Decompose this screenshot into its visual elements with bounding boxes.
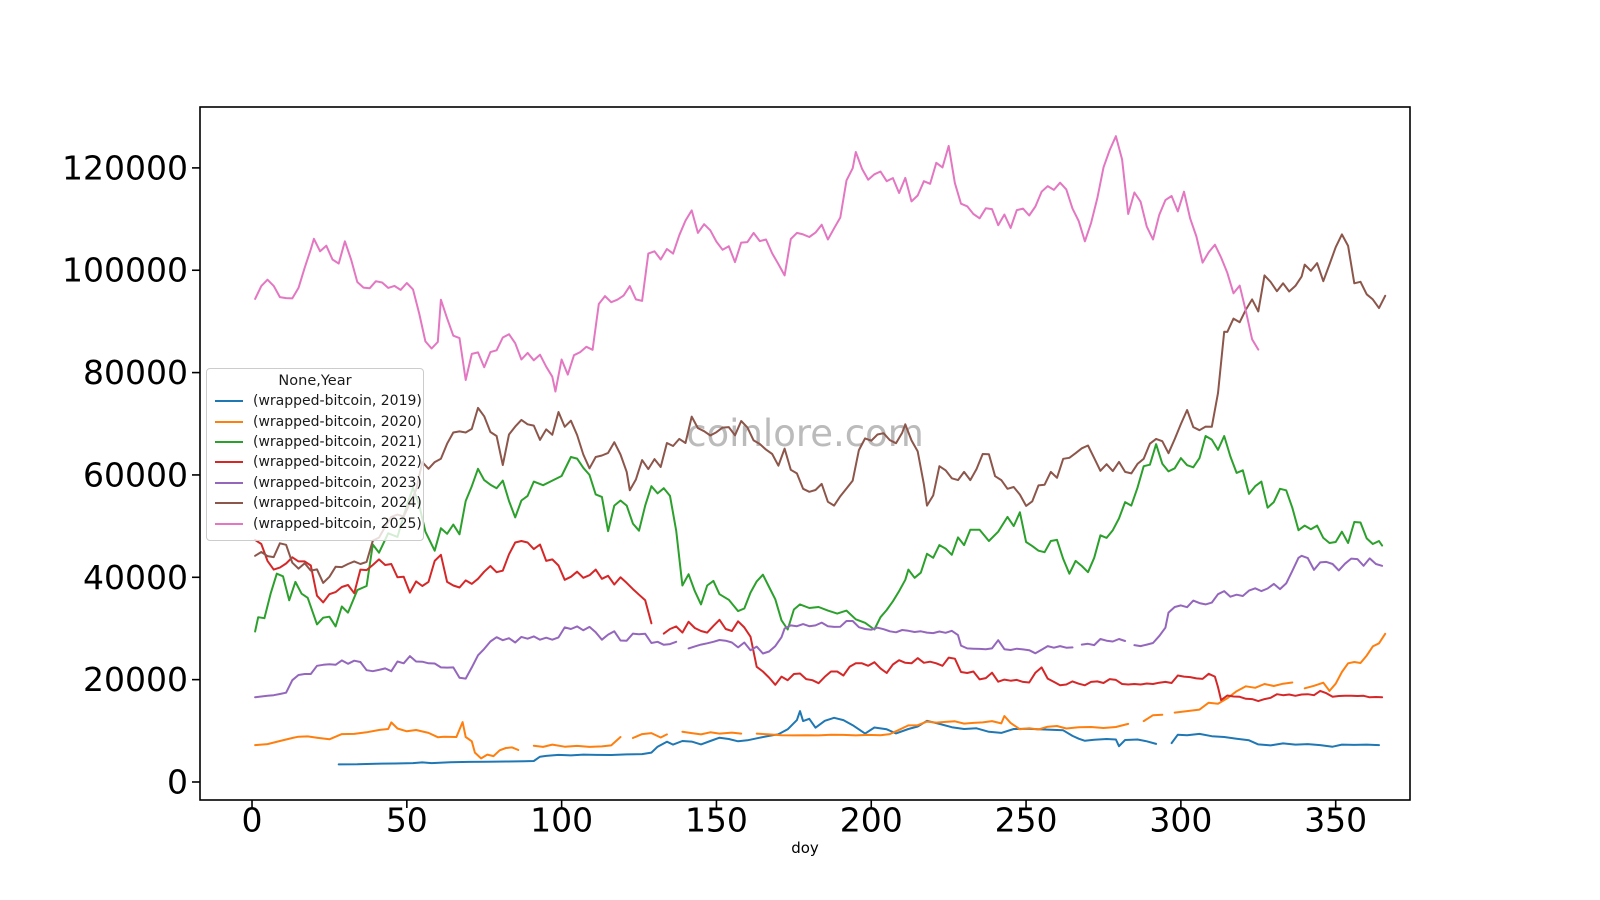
legend-label: (wrapped-bitcoin, 2024) xyxy=(253,495,422,512)
legend: None,Year (wrapped-bitcoin, 2019) (wrappe… xyxy=(206,368,424,541)
legend-label: (wrapped-bitcoin, 2022) xyxy=(253,454,422,471)
legend-item-2023: (wrapped-bitcoin, 2023) xyxy=(207,473,423,493)
legend-line-swatch-2024 xyxy=(215,502,243,505)
legend-label: (wrapped-bitcoin, 2020) xyxy=(253,413,422,430)
legend-item-2024: (wrapped-bitcoin, 2024) xyxy=(207,493,423,513)
x-axis-label: doy xyxy=(791,839,819,857)
legend-item-2021: (wrapped-bitcoin, 2021) xyxy=(207,432,423,452)
x-tick-label: 150 xyxy=(685,801,748,840)
legend-item-2019: (wrapped-bitcoin, 2019) xyxy=(207,391,423,411)
watermark: coinlore.com xyxy=(686,412,924,455)
legend-line-swatch-2023 xyxy=(215,481,243,484)
legend-line-swatch-2019 xyxy=(215,400,243,403)
legend-line-swatch-2021 xyxy=(215,440,243,443)
line-series-2020 xyxy=(254,632,1387,760)
line-series-2021 xyxy=(254,435,1384,633)
y-tick-label: 80000 xyxy=(83,353,188,392)
legend-item-2025: (wrapped-bitcoin, 2025) xyxy=(207,513,423,533)
legend-line-swatch-2025 xyxy=(215,522,243,525)
y-tick-label: 20000 xyxy=(83,660,188,699)
line-series-2023 xyxy=(254,554,1384,699)
legend-line-swatch-2020 xyxy=(215,420,243,423)
line-series-2025 xyxy=(254,135,1260,393)
legend-label: (wrapped-bitcoin, 2025) xyxy=(253,515,422,532)
line-series-2024 xyxy=(254,233,1387,584)
line-series-2022 xyxy=(254,538,1384,703)
y-tick-label: 40000 xyxy=(83,558,188,597)
legend-label: (wrapped-bitcoin, 2021) xyxy=(253,433,422,450)
legend-line-swatch-2022 xyxy=(215,461,243,464)
x-tick-label: 200 xyxy=(840,801,903,840)
x-tick-label: 250 xyxy=(995,801,1058,840)
y-tick-label: 0 xyxy=(167,762,188,801)
legend-label: (wrapped-bitcoin, 2023) xyxy=(253,474,422,491)
plot-border xyxy=(199,106,1411,801)
y-tick-label: 120000 xyxy=(62,148,188,187)
legend-title: None,Year xyxy=(278,373,352,389)
legend-label: (wrapped-bitcoin, 2019) xyxy=(253,393,422,410)
y-tick-label: 60000 xyxy=(83,455,188,494)
legend-rows: (wrapped-bitcoin, 2019) (wrapped-bitcoin,… xyxy=(207,391,423,534)
x-tick-label: 50 xyxy=(386,801,428,840)
y-tick-label: 100000 xyxy=(62,251,188,290)
x-tick-label: 100 xyxy=(530,801,593,840)
legend-item-2020: (wrapped-bitcoin, 2020) xyxy=(207,411,423,431)
x-tick-label: 300 xyxy=(1149,801,1212,840)
series-group xyxy=(254,135,1387,766)
x-tick-label: 350 xyxy=(1304,801,1367,840)
legend-item-2022: (wrapped-bitcoin, 2022) xyxy=(207,452,423,472)
x-tick-label: 0 xyxy=(242,801,263,840)
line-series-2019 xyxy=(337,710,1380,766)
